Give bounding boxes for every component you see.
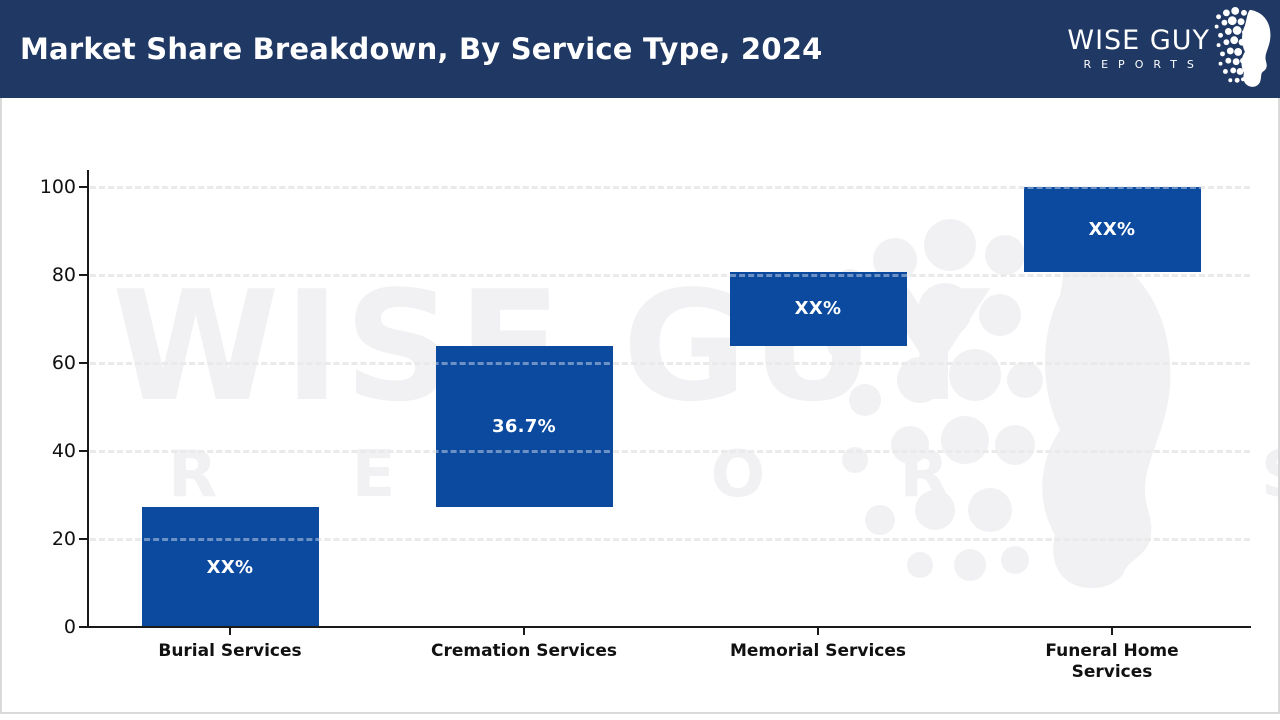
bar-memorial-services[interactable]: XX%	[729, 271, 907, 346]
x-tick-mark-2	[817, 628, 819, 635]
gridline-60	[90, 362, 1250, 365]
y-tick-mark-80	[79, 274, 87, 276]
y-tick-label-40: 40	[51, 440, 76, 462]
x-category-label-1: Cremation Services	[430, 641, 618, 661]
header-bar: Market Share Breakdown, By Service Type,…	[0, 0, 1280, 98]
gridline-80	[90, 274, 1250, 277]
y-tick-label-0: 0	[63, 616, 76, 638]
x-tick-mark-3	[1111, 628, 1113, 635]
bar-cremation-services[interactable]: 36.7%	[435, 345, 613, 508]
gridline-100	[90, 186, 1250, 189]
y-tick-label-20: 20	[51, 528, 76, 550]
bar-value-label: 36.7%	[492, 416, 556, 438]
gridline-60	[90, 362, 1250, 365]
gridline-20	[90, 538, 1250, 541]
x-category-label-3: Funeral Home Services	[1045, 641, 1179, 683]
bar-value-label: XX%	[794, 298, 842, 320]
y-axis-line	[87, 170, 89, 628]
bar-value-label: XX%	[206, 556, 254, 578]
brand-logo-text: WISE GUY REPORTS	[1067, 24, 1210, 72]
brand-subname: REPORTS	[1083, 58, 1204, 72]
y-tick-label-60: 60	[51, 352, 76, 374]
page-title: Market Share Breakdown, By Service Type,…	[20, 32, 823, 66]
x-tick-mark-1	[523, 628, 525, 635]
x-category-label-0: Burial Services	[158, 641, 302, 661]
gridline-80	[90, 274, 1250, 277]
y-tick-mark-40	[79, 450, 87, 452]
gridline-40	[90, 450, 1250, 453]
bar-funeral-home-services[interactable]: XX%	[1023, 187, 1201, 272]
y-tick-mark-0	[79, 626, 87, 628]
y-tick-label-100: 100	[39, 176, 76, 198]
gridline-40	[90, 450, 1250, 453]
brand-logo: WISE GUY REPORTS	[1067, 7, 1274, 91]
bar-burial-services[interactable]: XX%	[141, 507, 319, 627]
bar-value-label: XX%	[1088, 218, 1136, 240]
gridline-20	[90, 538, 1250, 541]
y-tick-label-80: 80	[51, 264, 76, 286]
y-tick-mark-100	[79, 186, 87, 188]
y-tick-mark-20	[79, 538, 87, 540]
x-tick-mark-0	[229, 628, 231, 635]
x-category-label-2: Memorial Services	[729, 641, 907, 661]
gridline-100	[90, 186, 1250, 189]
face-dots-icon	[1214, 7, 1271, 87]
x-axis-line	[87, 626, 1251, 628]
brand-name: WISE GUY	[1067, 24, 1210, 56]
y-tick-mark-60	[79, 362, 87, 364]
